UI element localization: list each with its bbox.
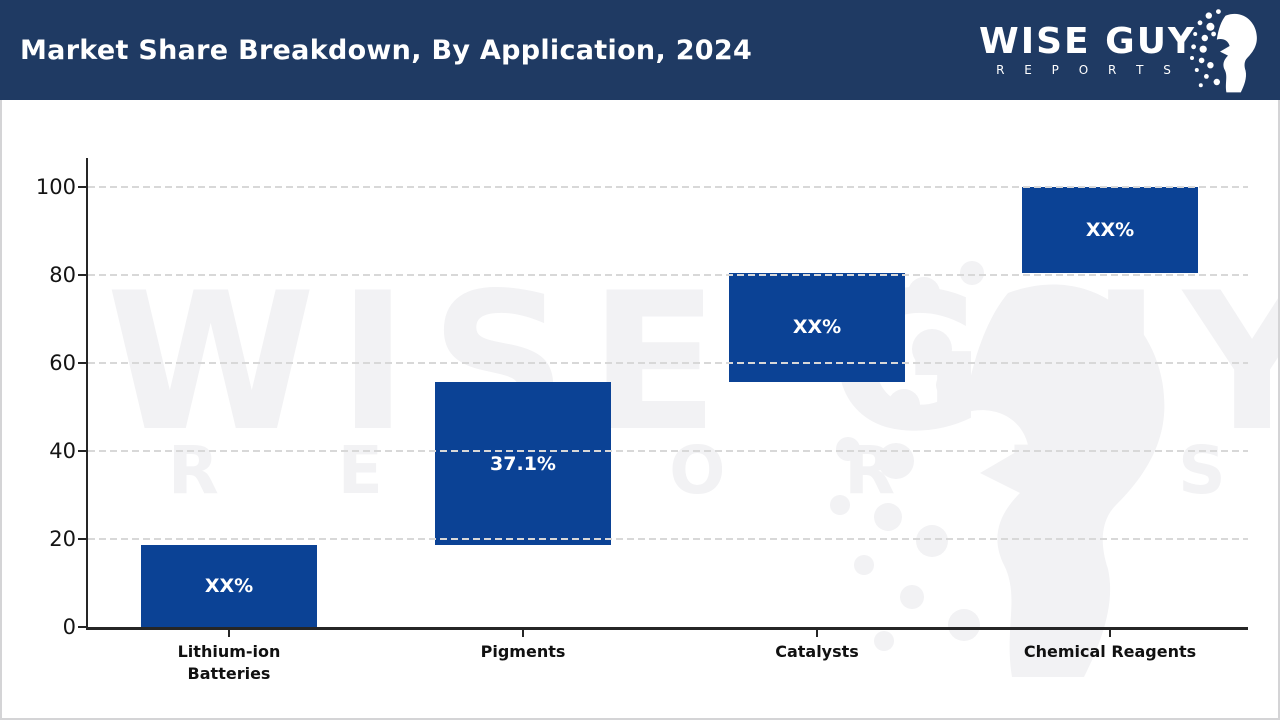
y-tick-label-40: 40: [49, 439, 76, 463]
y-tick-mark-100: [78, 186, 86, 188]
wiseguy-head-icon: [1190, 9, 1257, 93]
x-tick-label-chemical-reagents: Chemical Reagents: [1023, 642, 1197, 661]
bar-value-label: XX%: [1085, 218, 1135, 241]
logo-wordmark: WISE GUY: [978, 20, 1196, 62]
y-tick-label-100: 100: [35, 175, 76, 199]
bar-lithium-ion-batteries: XX%: [141, 545, 317, 627]
x-tick-mark-pigments: [522, 630, 524, 637]
y-tick-mark-40: [78, 450, 86, 452]
wiseguy-logo: WISE GUY R E P O R T S: [979, 6, 1266, 94]
x-tick-label-lithium-ion-batteries: Lithium-ion Batteries: [177, 642, 281, 683]
gridline-20: [88, 538, 1248, 540]
y-axis-line: [86, 158, 88, 629]
bar-value-label: 37.1%: [490, 452, 556, 475]
y-tick-mark-60: [78, 362, 86, 364]
x-tick-mark-lithium-ion-batteries: [228, 630, 230, 637]
gridline-40: [88, 450, 1248, 452]
y-tick-label-80: 80: [49, 263, 76, 287]
chart-title: Market Share Breakdown, By Application, …: [20, 34, 753, 66]
bar-pigments: 37.1%: [435, 381, 611, 546]
logo-subtext: R E P O R T S: [996, 62, 1179, 77]
x-tick-mark-chemical-reagents: [1109, 630, 1111, 637]
axes-layer: 0 20 40 60 80 100 Lithium-ion Batteries Pigment…: [0, 100, 1280, 720]
y-tick-mark-20: [78, 538, 86, 540]
y-tick-mark-80: [78, 274, 86, 276]
gridline-80: [88, 274, 1248, 276]
x-tick-label-catalysts: Catalysts: [775, 642, 859, 661]
gridline-100: [88, 186, 1248, 188]
y-tick-label-20: 20: [49, 527, 76, 551]
header-bar: Market Share Breakdown, By Application, …: [0, 0, 1280, 100]
x-axis-line: [86, 627, 1248, 630]
bar-value-label: XX%: [204, 575, 254, 598]
gridline-60: [88, 362, 1248, 364]
y-tick-mark-0: [78, 626, 86, 628]
bar-value-label: XX%: [792, 316, 842, 339]
y-tick-label-60: 60: [49, 351, 76, 375]
x-tick-mark-catalysts: [816, 630, 818, 637]
logo-text: WISE GUY R E P O R T S: [978, 20, 1196, 77]
bar-chemical-reagents: XX%: [1022, 187, 1198, 273]
plot-area: XX% 37.1% XX% XX%: [88, 186, 1248, 627]
x-tick-label-pigments: Pigments: [480, 642, 566, 661]
y-tick-label-0: 0: [62, 615, 76, 639]
